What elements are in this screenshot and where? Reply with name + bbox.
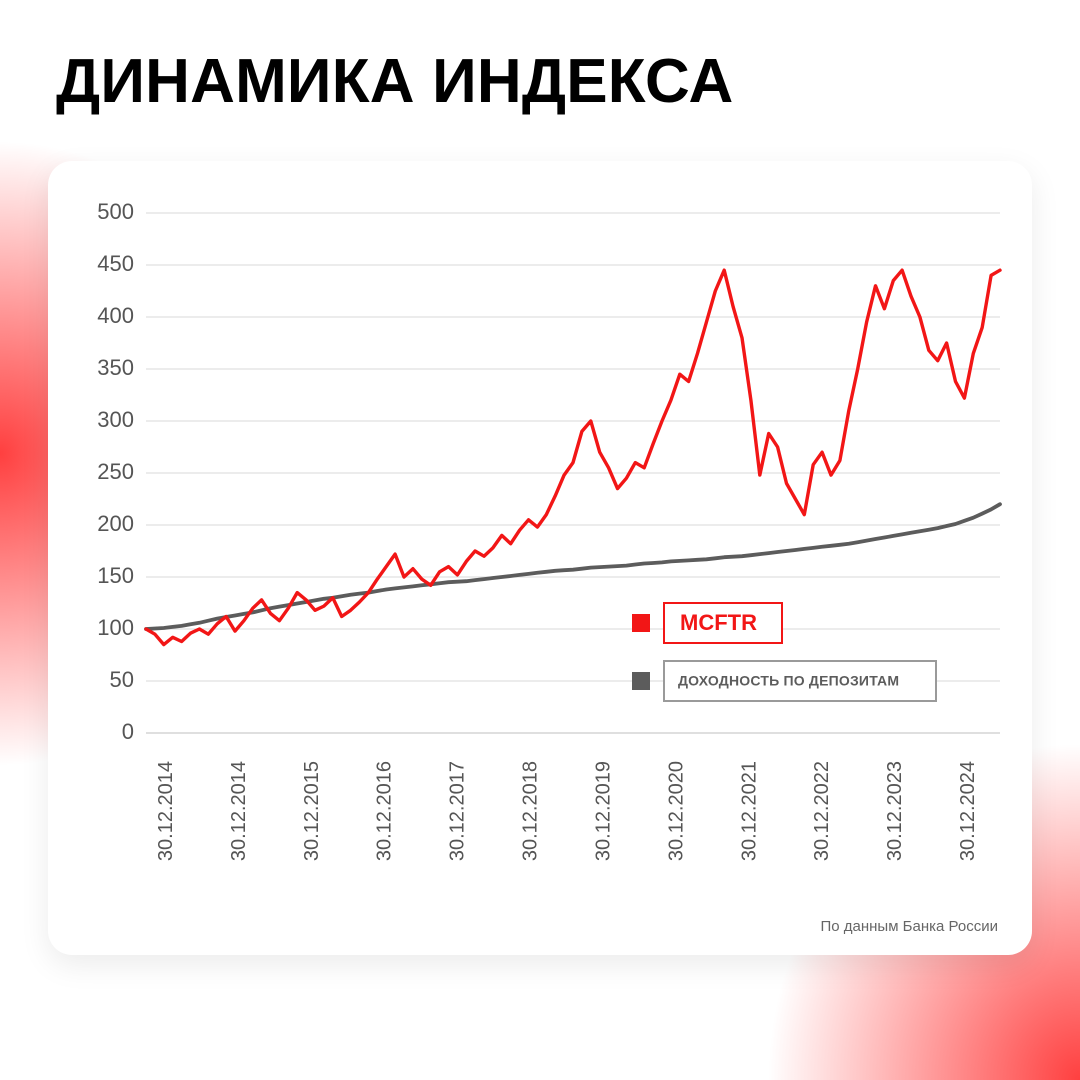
y-tick-label: 150 [97,563,134,588]
legend-label-deposits: ДОХОДНОСТЬ ПО ДЕПОЗИТАМ [678,673,899,689]
legend-swatch-mcftr [632,614,650,632]
x-tick-label: 30.12.2020 [665,761,687,861]
x-tick-label: 30.12.2021 [738,761,760,861]
y-tick-label: 250 [97,459,134,484]
y-tick-label: 0 [122,719,134,744]
line-chart: 0 50 100 150 200 250 300 350 400 450 500 30.12.2014… [72,183,1012,903]
y-tick-label: 350 [97,355,134,380]
y-tick-label: 300 [97,407,134,432]
y-tick-label: 500 [97,199,134,224]
y-tick-label: 100 [97,615,134,640]
series-deposits [146,504,1000,629]
x-tick-label: 30.12.2017 [447,761,469,861]
x-tick-label: 30.12.2015 [301,761,323,861]
attribution-text: По данным Банка России [820,918,998,935]
y-tick-label: 450 [97,251,134,276]
x-tick-label: 30.12.2019 [592,761,614,861]
x-tick-label: 30.12.2022 [811,761,833,861]
legend-label-mcftr: MCFTR [680,610,757,635]
page-title: ДИНАМИКА ИНДЕКСА [0,0,1080,137]
x-tick-label: 30.12.2024 [957,761,979,861]
x-tick-label: 30.12.2023 [884,761,906,861]
x-tick-label: 30.12.2016 [374,761,396,861]
y-tick-label: 50 [110,667,134,692]
x-tick-label: 30.12.2014 [155,761,177,861]
x-tick-label: 30.12.2014 [228,761,250,861]
series-mcftr [146,270,1000,644]
legend-swatch-deposits [632,672,650,690]
chart-container: 0 50 100 150 200 250 300 350 400 450 500 30.12.2014… [72,183,1008,908]
y-tick-label: 200 [97,511,134,536]
x-tick-label: 30.12.2018 [520,761,542,861]
chart-card: 0 50 100 150 200 250 300 350 400 450 500 30.12.2014… [48,161,1032,955]
y-tick-label: 400 [97,303,134,328]
